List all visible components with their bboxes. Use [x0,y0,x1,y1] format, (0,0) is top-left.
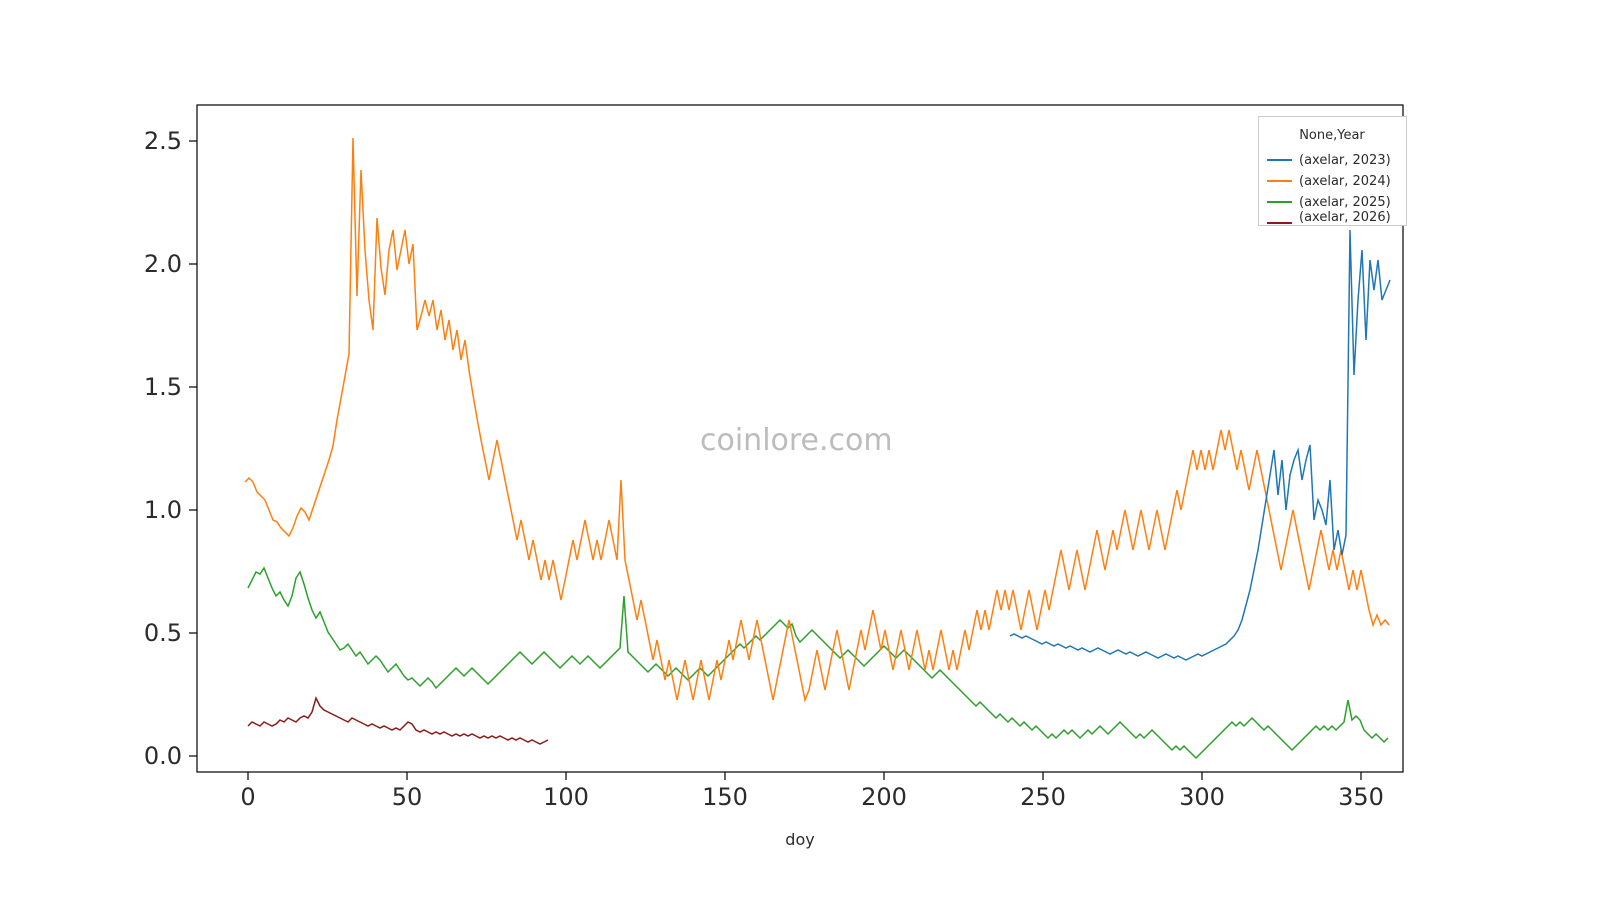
xtick-200: 200 [861,772,907,811]
xtick-label-100: 100 [543,783,589,811]
xtick-0: 0 [240,772,255,811]
ytick-label-1_0: 1.0 [144,496,182,524]
line-axelar-2026[interactable] [248,698,548,744]
xtick-300: 300 [1179,772,1225,811]
xtick-label-300: 300 [1179,783,1225,811]
legend-entry-0[interactable]: (axelar, 2023) [1267,153,1391,168]
xtick-label-200: 200 [861,783,907,811]
xtick-label-50: 50 [392,783,423,811]
xtick-label-250: 250 [1020,783,1066,811]
ytick-label-0_5: 0.5 [144,619,182,647]
line-axelar-2025[interactable] [248,568,1388,758]
legend-box[interactable]: None,Year (axelar, 2023) (axelar, 2024) … [1258,116,1407,226]
watermark-text: coinlore.com [700,423,893,458]
xtick-label-0: 0 [240,783,255,811]
xtick-100: 100 [543,772,589,811]
xtick-label-350: 350 [1338,783,1384,811]
chart-container: coinlore.com 0 50 100 [0,0,1600,900]
xtick-label-150: 150 [702,783,748,811]
ytick-0_5: 0.5 [144,619,197,647]
legend-entry-1[interactable]: (axelar, 2024) [1267,174,1391,189]
xtick-350: 350 [1338,772,1384,811]
line-axelar-2024[interactable] [245,138,1389,700]
legend-label-0: (axelar, 2023) [1299,153,1391,168]
x-axis-title: doy [785,830,814,849]
ytick-label-2_0: 2.0 [144,250,182,278]
legend-title: None,Year [1299,128,1365,143]
y-axis-group: 0.0 0.5 1.0 1.5 2.0 2.5 [144,127,197,770]
x-axis-group: 0 50 100 150 200 250 [240,772,1384,811]
legend-entry-3[interactable]: (axelar, 2026) [1267,210,1391,225]
ytick-2_5: 2.5 [144,127,197,155]
legend-label-3: (axelar, 2026) [1299,210,1391,225]
ytick-0: 0.0 [144,742,197,770]
ytick-label-0: 0.0 [144,742,182,770]
ytick-label-2_5: 2.5 [144,127,182,155]
ytick-2_0: 2.0 [144,250,197,278]
ytick-label-1_5: 1.5 [144,373,182,401]
xtick-250: 250 [1020,772,1066,811]
ytick-1_5: 1.5 [144,373,197,401]
legend-label-2: (axelar, 2025) [1299,195,1391,210]
xtick-50: 50 [392,772,423,811]
ytick-1_0: 1.0 [144,496,197,524]
line-axelar-2023[interactable] [1010,230,1390,660]
legend-label-1: (axelar, 2024) [1299,174,1391,189]
legend-entry-2[interactable]: (axelar, 2025) [1267,195,1391,210]
xtick-150: 150 [702,772,748,811]
